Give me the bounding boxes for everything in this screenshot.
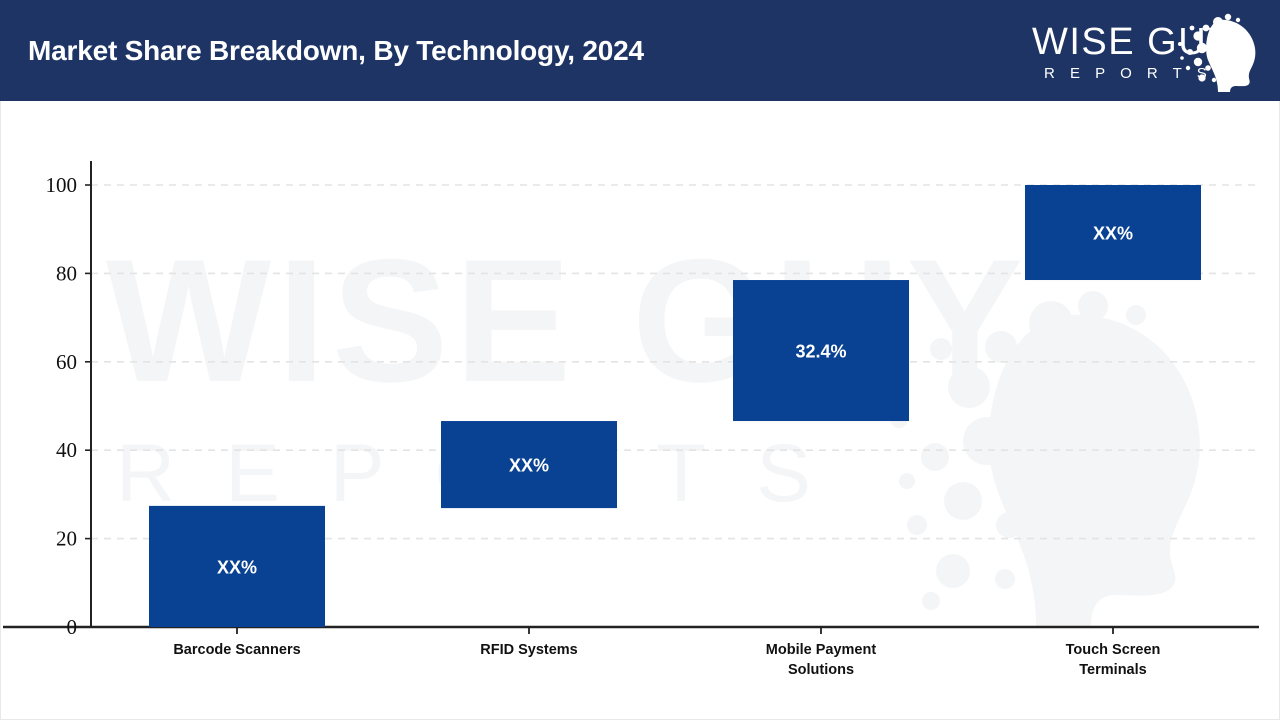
y-axis-tick-label: 0 xyxy=(67,615,78,639)
bar[interactable] xyxy=(149,505,325,627)
x-axis-category-label: Touch Screen xyxy=(1066,642,1161,658)
bar-value-label: XX% xyxy=(509,456,549,476)
head-profile-icon xyxy=(1178,13,1256,92)
x-axis-category-label: Solutions xyxy=(788,662,854,678)
wise-guy-reports-logo: WISE GUY R E P O R T S xyxy=(1022,8,1272,94)
page-title: Market Share Breakdown, By Technology, 2… xyxy=(28,34,644,66)
x-axis-category-label: Mobile Payment xyxy=(766,642,877,658)
x-axis-category-label: RFID Systems xyxy=(480,642,578,658)
bar[interactable] xyxy=(1025,185,1201,281)
bar[interactable] xyxy=(441,421,617,509)
y-axis-tick-label: 100 xyxy=(46,173,78,197)
y-axis-tick-label: 20 xyxy=(56,527,77,551)
y-axis-tick-label: 60 xyxy=(56,350,77,374)
logo-wordmark-secondary: R E P O R T S xyxy=(1044,65,1212,82)
bar[interactable] xyxy=(733,280,909,422)
bar-value-label: 32.4% xyxy=(795,342,846,362)
waterfall-chart: 0 20 40 60 80 100 XX% Barcode Scanners XX% RFID S… xyxy=(1,101,1279,719)
y-axis-tick-label: 80 xyxy=(56,261,77,285)
page-header: Market Share Breakdown, By Technology, 2… xyxy=(0,0,1280,101)
bar-value-label: XX% xyxy=(1093,224,1133,244)
bar-value-label: XX% xyxy=(217,557,257,577)
x-axis-category-label: Terminals xyxy=(1079,662,1146,678)
x-axis-category-label: Barcode Scanners xyxy=(173,642,300,658)
y-axis-tick-label: 40 xyxy=(56,438,77,462)
logo-wordmark-primary: WISE GUY xyxy=(1032,21,1234,63)
